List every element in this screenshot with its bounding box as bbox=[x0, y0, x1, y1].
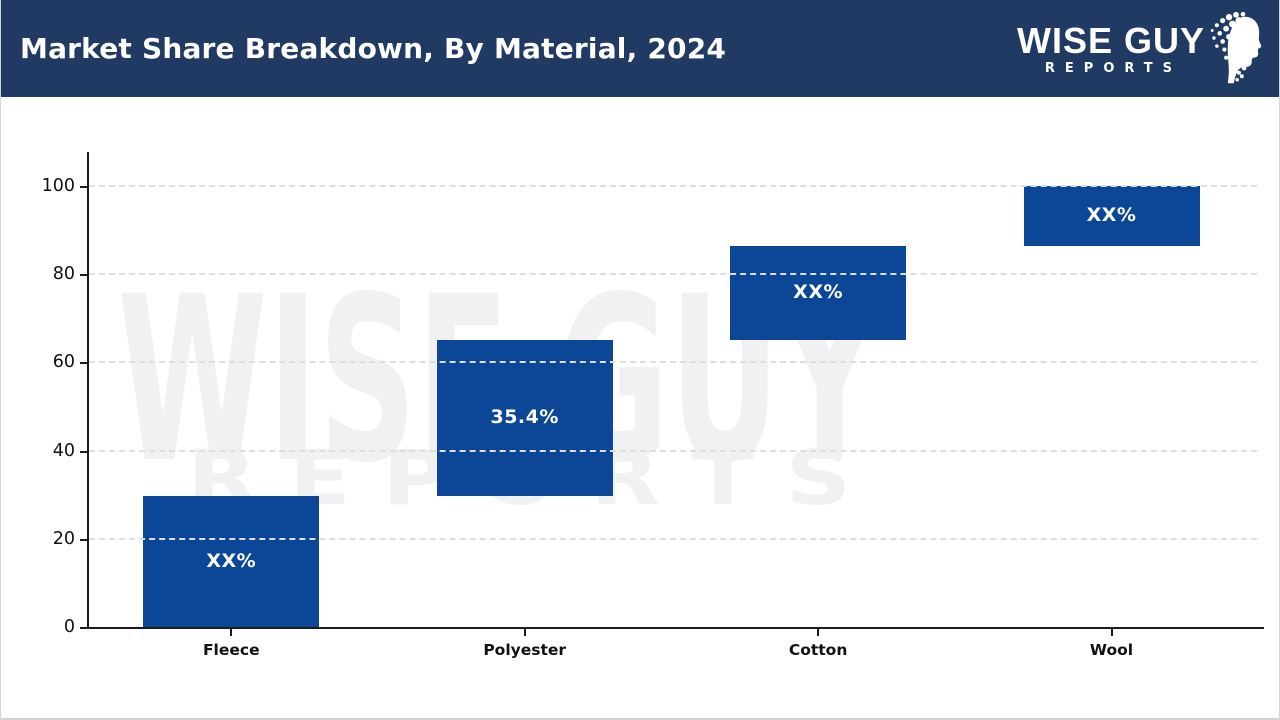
logo-head-icon bbox=[1207, 10, 1265, 88]
bar-label-cotton: XX% bbox=[793, 281, 844, 304]
x-tick-cotton bbox=[817, 629, 820, 636]
header-band: Market Share Breakdown, By Material, 202… bbox=[1, 0, 1279, 97]
y-tick-label-80: 80 bbox=[52, 264, 75, 285]
y-tick-60 bbox=[80, 362, 87, 365]
bar-wool bbox=[1023, 186, 1200, 247]
x-tick-label-wool: Wool bbox=[1089, 641, 1134, 659]
gridline-80 bbox=[89, 273, 1257, 276]
gridline-100 bbox=[89, 185, 1257, 187]
x-tick-fleece bbox=[230, 629, 233, 636]
bar-polyester bbox=[436, 340, 613, 497]
x-tick-label-cotton: Cotton bbox=[788, 641, 848, 659]
y-axis-line bbox=[87, 152, 89, 629]
page-title: Market Share Breakdown, By Material, 202… bbox=[20, 32, 727, 65]
y-tick-label-0: 0 bbox=[63, 617, 75, 637]
bar-label-fleece: XX% bbox=[206, 549, 257, 572]
bar-label-polyester: 35.4% bbox=[490, 406, 559, 429]
gridline-40 bbox=[89, 449, 1257, 452]
y-tick-0 bbox=[80, 627, 87, 629]
brand-logo: WISE GUY REPORTS bbox=[1017, 10, 1265, 88]
x-tick-label-fleece: Fleece bbox=[202, 641, 260, 659]
gridline-20 bbox=[89, 537, 1257, 540]
chart-area: WISE GUY R E P O R T S 020406080100XX%Fl… bbox=[1, 97, 1279, 718]
x-tick-label-polyester: Polyester bbox=[483, 641, 567, 659]
x-tick-wool bbox=[1110, 629, 1113, 636]
y-tick-label-20: 20 bbox=[52, 528, 75, 549]
bar-cotton bbox=[730, 246, 907, 341]
bar-label-wool: XX% bbox=[1086, 204, 1137, 227]
y-tick-20 bbox=[80, 538, 87, 541]
y-tick-label-100: 100 bbox=[41, 176, 75, 196]
y-tick-100 bbox=[80, 186, 87, 188]
x-tick-polyester bbox=[523, 629, 526, 636]
brand-logo-text: WISE GUY REPORTS bbox=[1016, 19, 1205, 76]
y-tick-label-40: 40 bbox=[52, 440, 75, 461]
gridline-60 bbox=[89, 361, 1257, 364]
y-tick-40 bbox=[80, 450, 87, 453]
y-tick-80 bbox=[80, 274, 87, 277]
x-axis-line bbox=[87, 627, 1264, 629]
y-tick-label-60: 60 bbox=[52, 352, 75, 373]
logo-wordmark: WISE GUY bbox=[1016, 19, 1205, 61]
bar-fleece bbox=[143, 496, 320, 627]
logo-subtext: REPORTS bbox=[1044, 60, 1183, 76]
